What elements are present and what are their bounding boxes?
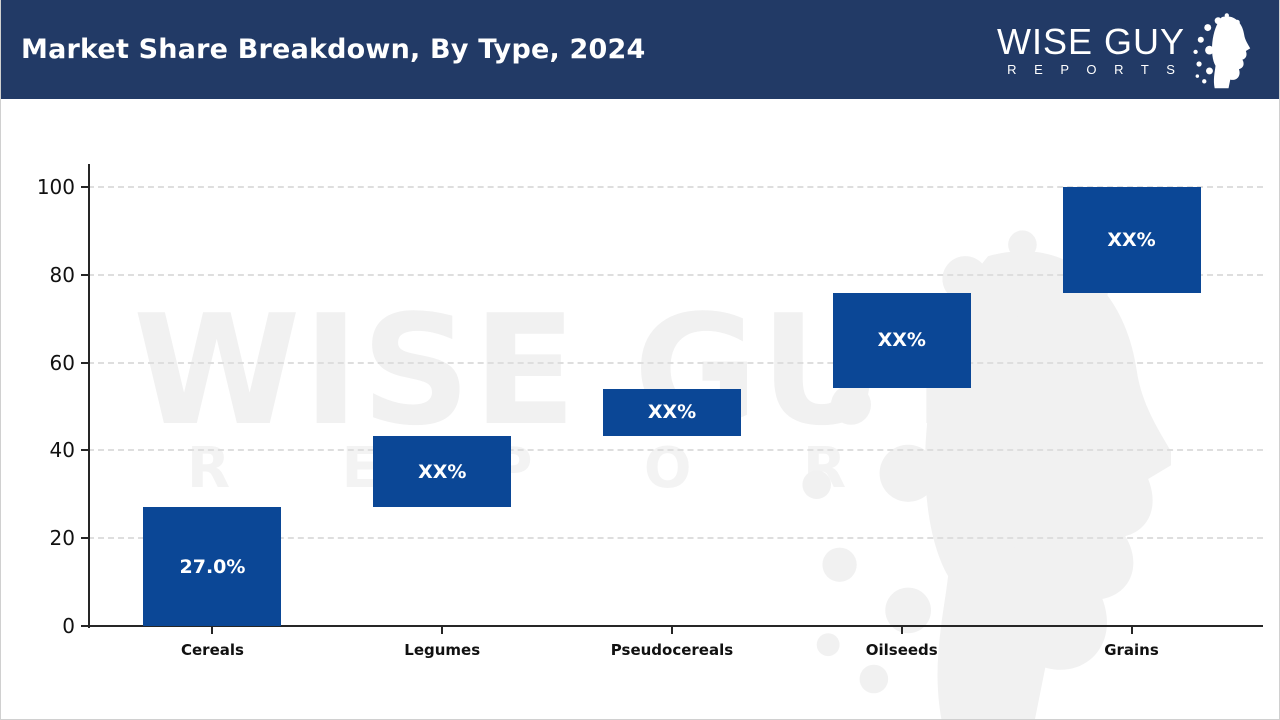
y-tick-mark-40 [81, 449, 88, 452]
y-tick-mark-80 [81, 273, 88, 276]
gridline-100 [88, 186, 1263, 188]
x-tick-mark-legumes [441, 627, 444, 634]
y-tick-label-60: 60 [49, 350, 75, 375]
category-label-legumes: Legumes [404, 641, 481, 659]
x-tick-mark-cereals [211, 627, 214, 634]
brand-logo-text: WISE GUY R E P O R T S [996, 20, 1185, 77]
plot: 0 20 40 60 80 100 27.0% Cereals XX% Legumes XX% Pse… [1, 99, 1279, 719]
x-tick-mark-grains [1130, 627, 1133, 634]
brand-name: WISE GUY [996, 20, 1185, 62]
gridline-60 [88, 361, 1263, 364]
category-label-pseudocereals: Pseudocereals [610, 641, 734, 659]
header: Market Share Breakdown, By Type, 2024 WI… [1, 0, 1279, 99]
bar-oilseeds: XX% [832, 292, 971, 389]
bar-value-label-pseudocereals: XX% [647, 401, 697, 424]
y-tick-label-80: 80 [49, 262, 75, 287]
chart-area: WISE GUY R E P O R T S 0 20 40 60 80 100 27.0%… [1, 99, 1279, 719]
y-tick-label-100: 100 [36, 175, 75, 199]
brand-logo: WISE GUY R E P O R T S [997, 10, 1251, 90]
x-tick-mark-oilseeds [900, 627, 903, 634]
y-tick-label-20: 20 [49, 526, 75, 551]
category-label-grains: Grains [1104, 641, 1159, 659]
brand-subtitle: R E P O R T S [1007, 61, 1182, 77]
y-tick-mark-20 [81, 537, 88, 540]
bar-pseudocereals: XX% [603, 388, 741, 436]
y-tick-label-40: 40 [49, 438, 75, 463]
wiseguy-head-icon [1193, 12, 1251, 88]
category-label-cereals: Cereals [180, 641, 244, 659]
bar-value-label-oilseeds: XX% [877, 329, 926, 352]
bar-value-label-legumes: XX% [418, 460, 467, 483]
bar-value-label-grains: XX% [1107, 228, 1156, 251]
bar-grains: XX% [1062, 187, 1201, 293]
bar-legumes: XX% [373, 435, 512, 508]
bar-value-label-cereals: 27.0% [179, 555, 246, 578]
y-tick-mark-60 [81, 361, 88, 364]
page-title: Market Share Breakdown, By Type, 2024 [21, 34, 646, 65]
y-tick-mark-100 [81, 186, 88, 188]
y-axis-line [88, 164, 90, 628]
y-tick-label-0: 0 [62, 614, 75, 638]
x-axis-line [88, 625, 1263, 627]
category-label-oilseeds: Oilseeds [865, 641, 938, 659]
bar-cereals: 27.0% [143, 507, 282, 626]
y-tick-mark-0 [81, 625, 88, 627]
gridline-80 [88, 273, 1263, 276]
x-tick-mark-pseudocereals [671, 627, 673, 634]
gridline-40 [88, 449, 1263, 452]
gridline-20 [88, 537, 1263, 540]
